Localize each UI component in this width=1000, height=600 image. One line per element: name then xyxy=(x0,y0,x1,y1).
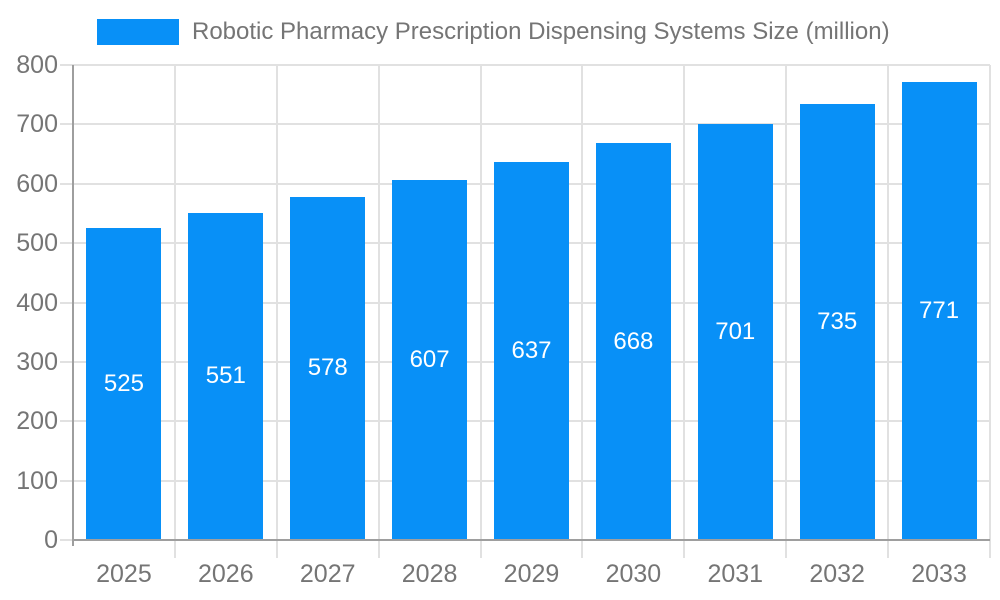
bar[interactable]: 701 xyxy=(697,123,773,540)
y-axis-tick xyxy=(60,182,73,185)
bar[interactable]: 637 xyxy=(494,161,569,540)
y-axis-label: 300 xyxy=(16,347,58,376)
y-axis-tick xyxy=(60,420,73,423)
bar-value-label: 668 xyxy=(613,327,654,355)
x-axis-label: 2028 xyxy=(401,560,458,588)
bar[interactable]: 551 xyxy=(188,212,264,540)
y-axis-tick xyxy=(60,123,73,126)
plot-area: 0 100 200 300 400 500 600 700 800 525 2025 551 2026 5… xyxy=(16,51,991,588)
vertical-gridline xyxy=(785,65,788,558)
y-axis-tick xyxy=(60,242,73,245)
bar-value-label: 607 xyxy=(409,345,450,373)
y-axis-tick xyxy=(60,360,73,363)
y-axis-tick xyxy=(60,64,73,66)
x-axis-label: 2027 xyxy=(299,560,356,588)
chart-legend[interactable]: Robotic Pharmacy Prescription Dispensing… xyxy=(97,19,890,45)
bar[interactable]: 578 xyxy=(290,196,366,540)
y-axis-label: 500 xyxy=(16,229,58,258)
y-axis-label: 100 xyxy=(16,466,58,495)
bar-value-label: 771 xyxy=(919,297,960,325)
y-axis-label: 600 xyxy=(16,169,58,198)
y-axis-label: 0 xyxy=(44,526,58,554)
y-axis-tick xyxy=(60,539,73,541)
bar[interactable]: 668 xyxy=(595,143,671,540)
horizontal-gridline xyxy=(73,123,990,126)
horizontal-gridline xyxy=(73,64,990,66)
legend-label: Robotic Pharmacy Prescription Dispensing… xyxy=(192,18,890,45)
y-axis-label: 700 xyxy=(16,110,58,139)
bar[interactable]: 607 xyxy=(392,179,468,540)
y-axis-label: 200 xyxy=(16,407,58,436)
y-axis-label: 800 xyxy=(16,51,58,79)
vertical-gridline xyxy=(989,65,991,558)
y-axis-tick xyxy=(60,301,73,304)
vertical-gridline xyxy=(479,65,482,558)
bar-value-label: 578 xyxy=(307,354,348,382)
vertical-gridline xyxy=(581,65,584,558)
x-axis-line xyxy=(73,539,990,541)
y-axis-tick xyxy=(60,479,73,482)
x-axis-label: 2032 xyxy=(809,560,865,588)
y-axis-line xyxy=(72,65,74,546)
vertical-gridline xyxy=(275,65,278,558)
x-axis-label: 2030 xyxy=(605,560,662,588)
legend-swatch xyxy=(97,19,179,45)
x-axis-label: 2033 xyxy=(911,560,967,588)
x-axis-label: 2025 xyxy=(96,560,152,588)
bar-value-label: 701 xyxy=(715,317,756,345)
bar-value-label: 551 xyxy=(205,362,246,390)
bar[interactable]: 525 xyxy=(86,228,162,540)
vertical-gridline xyxy=(377,65,380,558)
bar[interactable]: 735 xyxy=(799,103,875,540)
bar-value-label: 637 xyxy=(511,336,552,364)
vertical-gridline xyxy=(887,65,890,558)
vertical-gridline xyxy=(173,65,176,558)
vertical-gridline xyxy=(683,65,686,558)
bar-value-label: 525 xyxy=(103,370,144,398)
x-axis-label: 2026 xyxy=(198,560,254,588)
y-axis-label: 400 xyxy=(16,288,58,317)
bar-value-label: 735 xyxy=(817,307,858,335)
bar[interactable]: 771 xyxy=(901,82,977,540)
x-axis-label: 2029 xyxy=(503,560,560,588)
x-axis-label: 2031 xyxy=(707,560,764,588)
